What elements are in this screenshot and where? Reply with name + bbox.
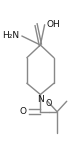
Text: O: O — [45, 99, 52, 108]
Text: OH: OH — [47, 20, 61, 29]
Text: H₂N: H₂N — [3, 32, 20, 40]
Text: N: N — [37, 95, 44, 104]
Text: O: O — [19, 107, 26, 116]
